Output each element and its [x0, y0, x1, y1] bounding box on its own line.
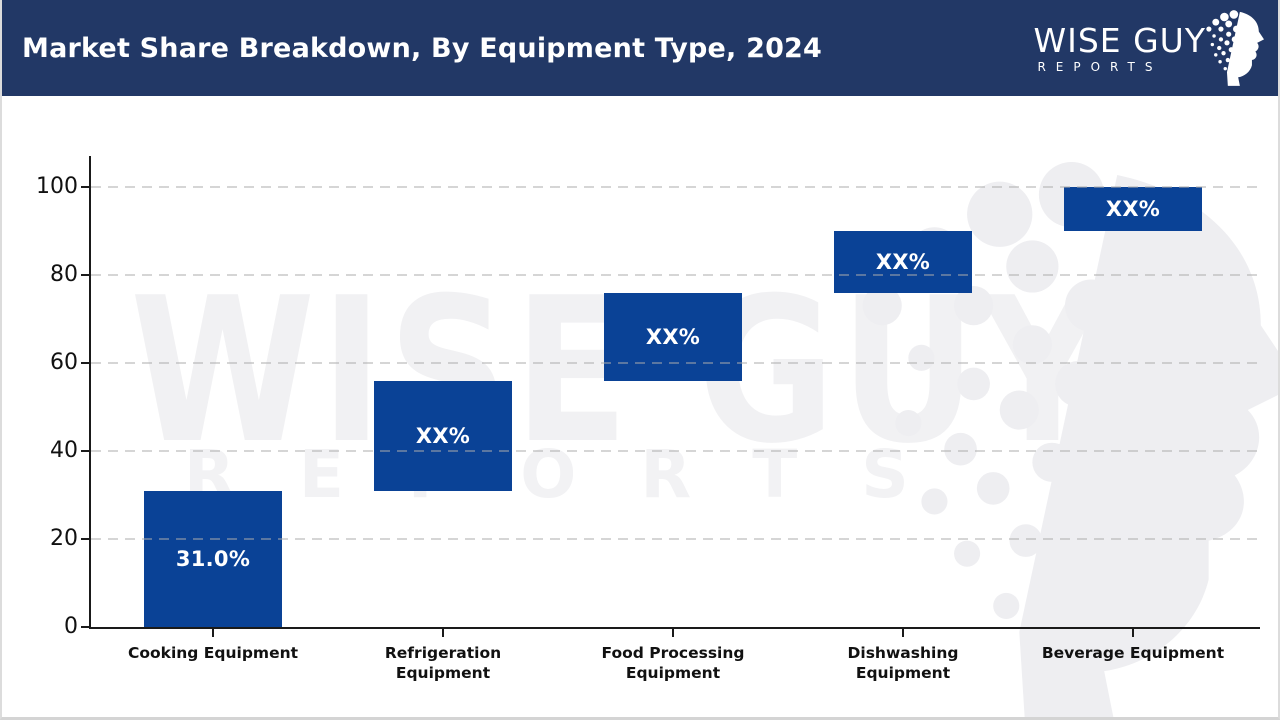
x-axis-line [89, 627, 1260, 629]
dotted-head-profile-icon [1206, 10, 1264, 86]
y-tick-80 [81, 274, 89, 276]
logo-wordmark: WISE GUY [1033, 20, 1206, 60]
x-tick-4 [1132, 629, 1134, 637]
y-tick-0 [81, 626, 89, 628]
bar-beverage-equipment: XX% [1064, 187, 1202, 231]
category-label-2: Food Processing Equipment [601, 644, 745, 683]
x-tick-1 [442, 629, 444, 637]
plot: 0 20 40 60 80 100 31.0% Cooking Equipment XX% Ref… [2, 96, 1278, 717]
y-tick-60 [81, 362, 89, 364]
page-title: Market Share Breakdown, By Equipment Typ… [22, 32, 823, 64]
y-tick-label-40: 40 [50, 438, 78, 463]
bar-refrigeration-equipment: XX% [374, 380, 512, 491]
brand-logo: WISE GUY REPORTS [1033, 8, 1264, 88]
y-tick-label-60: 60 [50, 350, 78, 375]
y-tick-label-20: 20 [50, 526, 78, 551]
gridline-100 [91, 186, 1260, 188]
watermark-subtitle: REPORTS [184, 436, 973, 513]
header-bar: Market Share Breakdown, By Equipment Typ… [2, 0, 1278, 96]
gridline-60 [91, 362, 1260, 364]
y-tick-label-80: 80 [50, 262, 78, 287]
bar-food-processing-equipment: XX% [604, 292, 742, 381]
bar-value-label: XX% [1105, 197, 1161, 221]
bar-dishwashing-equipment: XX% [834, 231, 972, 293]
x-tick-0 [212, 629, 214, 637]
y-tick-40 [81, 450, 89, 452]
bar-value-label: XX% [645, 324, 701, 349]
category-label-4: Beverage Equipment [1041, 644, 1225, 662]
bar-value-label: XX% [415, 423, 471, 448]
bar-value-label: 31.0% [175, 546, 251, 571]
bar-cooking-equipment: 31.0% [144, 490, 282, 627]
logo-text: WISE GUY REPORTS [1033, 24, 1206, 73]
gridline-80 [91, 274, 1260, 276]
chart-canvas: WISE GUY REPORTS 0 20 40 60 80 100 31.0% Cookin… [2, 96, 1278, 717]
bar-value-label: XX% [875, 249, 931, 274]
logo-subtitle: REPORTS [1037, 59, 1163, 74]
y-tick-label-0: 0 [64, 614, 78, 639]
x-tick-2 [672, 629, 674, 637]
gridline-20 [91, 538, 1260, 540]
gridline-40 [91, 450, 1260, 452]
y-tick-20 [81, 538, 89, 540]
y-tick-label-100: 100 [36, 174, 78, 199]
y-axis-line [89, 156, 91, 629]
category-label-1: Refrigeration Equipment [384, 644, 502, 683]
category-label-0: Cooking Equipment [127, 644, 299, 662]
category-label-3: Dishwashing Equipment [847, 644, 959, 683]
y-tick-100 [81, 186, 89, 188]
x-tick-3 [902, 629, 904, 637]
